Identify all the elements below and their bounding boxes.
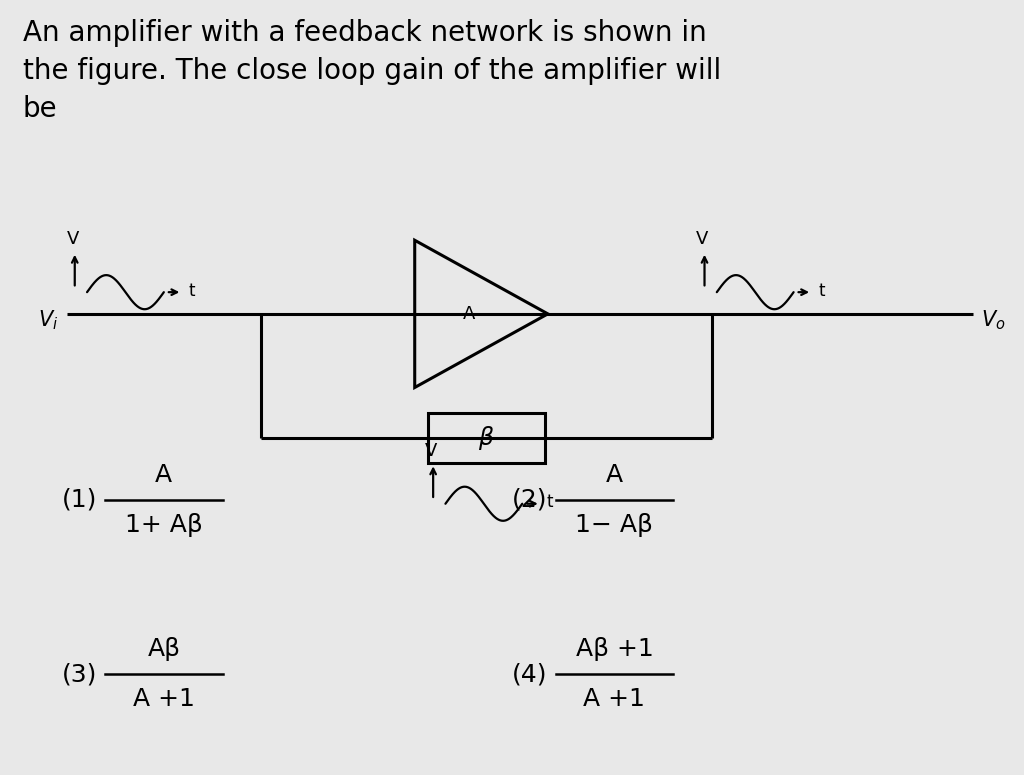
Text: $V_o$: $V_o$ <box>981 308 1006 332</box>
Text: A: A <box>156 463 172 487</box>
Bar <box>428 412 545 463</box>
Text: (2): (2) <box>512 488 548 512</box>
Text: t: t <box>188 281 195 300</box>
Text: (4): (4) <box>512 663 548 686</box>
Text: 1− Aβ: 1− Aβ <box>575 513 653 536</box>
Text: (1): (1) <box>61 488 97 512</box>
Text: $\beta$: $\beta$ <box>478 424 495 452</box>
Text: A: A <box>463 305 475 323</box>
Text: 1+ Aβ: 1+ Aβ <box>125 513 203 536</box>
Text: A +1: A +1 <box>584 687 645 711</box>
Text: V: V <box>696 230 709 248</box>
Text: V: V <box>425 442 437 460</box>
Text: Aβ +1: Aβ +1 <box>575 638 653 661</box>
Text: (3): (3) <box>61 663 97 686</box>
Text: V: V <box>67 230 79 248</box>
Text: A: A <box>606 463 623 487</box>
Text: A +1: A +1 <box>133 687 195 711</box>
Text: Aβ: Aβ <box>147 638 180 661</box>
Text: t: t <box>818 281 824 300</box>
Text: t: t <box>547 493 553 512</box>
Text: $V_i$: $V_i$ <box>38 308 58 332</box>
Text: An amplifier with a feedback network is shown in
the figure. The close loop gain: An amplifier with a feedback network is … <box>23 19 721 123</box>
